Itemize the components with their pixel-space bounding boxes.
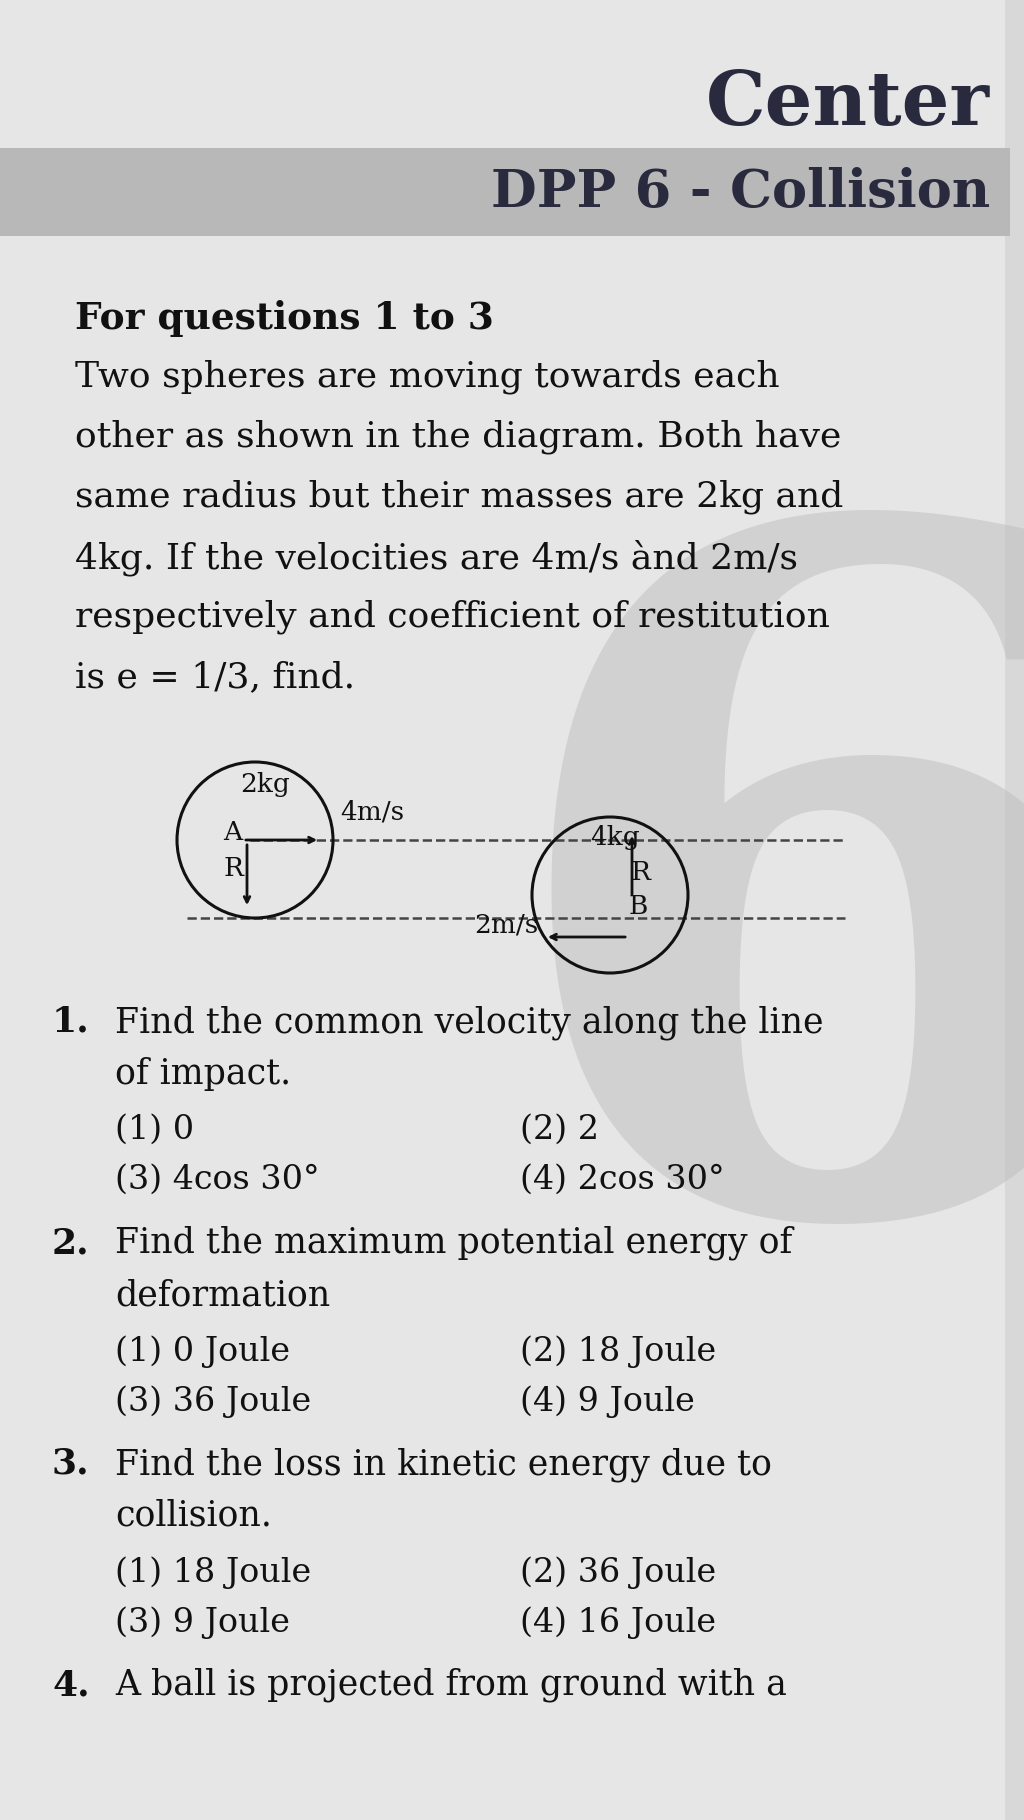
- Text: 2kg: 2kg: [240, 772, 290, 797]
- Text: 2m/s: 2m/s: [474, 912, 538, 937]
- Text: 4kg: 4kg: [590, 824, 640, 850]
- Text: (3) 9 Joule: (3) 9 Joule: [115, 1605, 290, 1638]
- Text: B: B: [629, 894, 648, 919]
- Text: (1) 18 Joule: (1) 18 Joule: [115, 1556, 311, 1589]
- Text: (4) 2cos 30°: (4) 2cos 30°: [520, 1165, 725, 1196]
- Text: collision.: collision.: [115, 1500, 272, 1532]
- Text: (4) 16 Joule: (4) 16 Joule: [520, 1605, 716, 1638]
- Text: A ball is projected from ground with a: A ball is projected from ground with a: [115, 1667, 786, 1702]
- Text: Find the common velocity along the line: Find the common velocity along the line: [115, 1005, 823, 1039]
- Text: A: A: [223, 819, 243, 844]
- Text: of impact.: of impact.: [115, 1057, 291, 1090]
- Text: Two spheres are moving towards each: Two spheres are moving towards each: [75, 360, 779, 395]
- Text: 3.: 3.: [52, 1447, 90, 1481]
- Text: Center: Center: [706, 69, 990, 142]
- Text: (4) 9 Joule: (4) 9 Joule: [520, 1385, 695, 1418]
- Text: 1.: 1.: [52, 1005, 90, 1039]
- Text: same radius but their masses are 2kg and: same radius but their masses are 2kg and: [75, 480, 843, 515]
- Text: (1) 0: (1) 0: [115, 1114, 195, 1147]
- Text: (2) 18 Joule: (2) 18 Joule: [520, 1336, 716, 1367]
- Text: other as shown in the diagram. Both have: other as shown in the diagram. Both have: [75, 420, 842, 455]
- Text: (2) 2: (2) 2: [520, 1114, 599, 1147]
- Text: 6: 6: [492, 493, 1024, 1407]
- Text: (2) 36 Joule: (2) 36 Joule: [520, 1556, 716, 1589]
- Text: (1) 0 Joule: (1) 0 Joule: [115, 1336, 290, 1367]
- Text: 4m/s: 4m/s: [340, 799, 404, 824]
- Text: For questions 1 to 3: For questions 1 to 3: [75, 300, 494, 337]
- Text: 4.: 4.: [52, 1667, 90, 1702]
- Text: R: R: [223, 855, 243, 881]
- Text: is e = 1/3, find.: is e = 1/3, find.: [75, 661, 355, 693]
- Text: 2.: 2.: [52, 1227, 90, 1259]
- Bar: [1005, 0, 1024, 1820]
- Text: respectively and coefficient of restitution: respectively and coefficient of restitut…: [75, 601, 829, 635]
- Text: DPP 6 - Collision: DPP 6 - Collision: [490, 167, 990, 218]
- Text: 4kg. If the velocities are 4m/s ànd 2m/s: 4kg. If the velocities are 4m/s ànd 2m/s: [75, 541, 798, 577]
- Text: Find the loss in kinetic energy due to: Find the loss in kinetic energy due to: [115, 1447, 772, 1481]
- Bar: [0, 147, 1010, 237]
- Text: Find the maximum potential energy of: Find the maximum potential energy of: [115, 1227, 793, 1261]
- Text: (3) 36 Joule: (3) 36 Joule: [115, 1385, 311, 1418]
- Text: (3) 4cos 30°: (3) 4cos 30°: [115, 1165, 319, 1196]
- Text: deformation: deformation: [115, 1278, 331, 1312]
- Text: R: R: [630, 861, 650, 886]
